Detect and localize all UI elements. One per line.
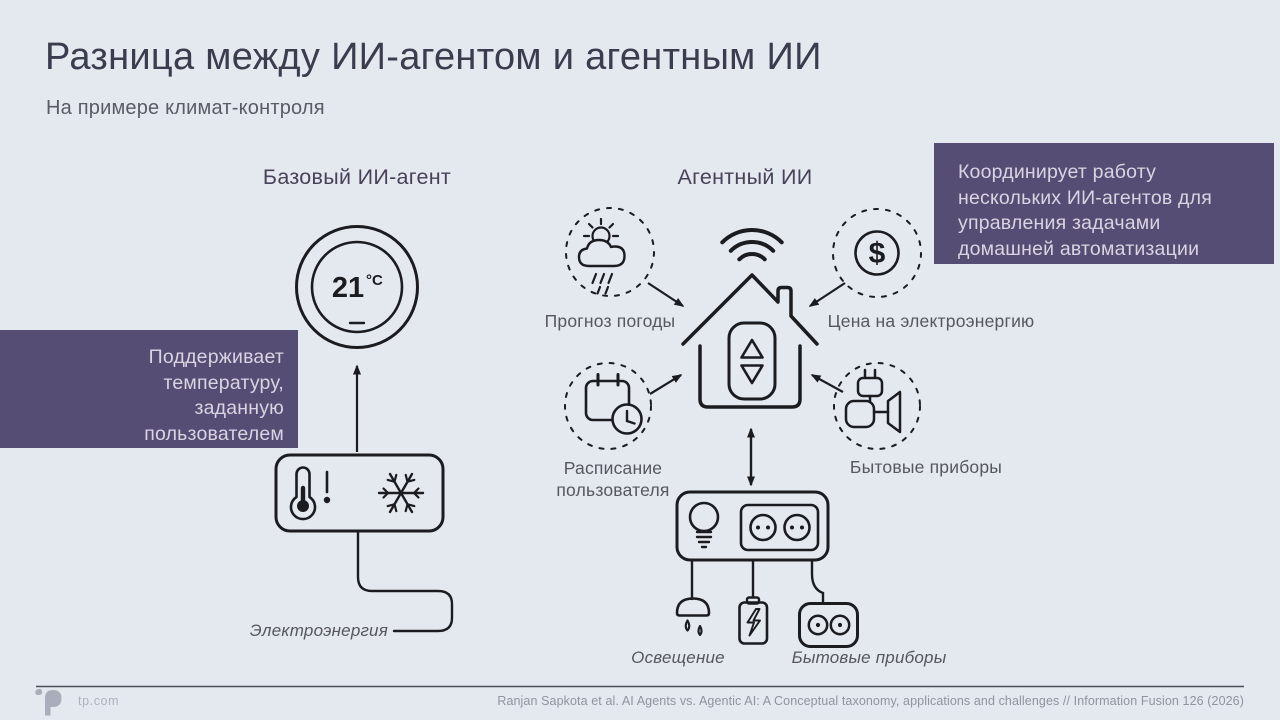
arrow-weather-to-house [647, 282, 685, 307]
bulb-icon [688, 501, 720, 549]
label-weather-forecast: Прогноз погоды [544, 311, 676, 331]
house-control-pad-icon [727, 321, 777, 401]
page-title: Разница между ИИ-агентом и агентным ИИ [45, 36, 822, 78]
thermostat-value: 21 [332, 272, 364, 304]
lamp-icon [675, 597, 711, 637]
label-electricity-price: Цена на электроэнергию [827, 311, 1035, 331]
label-electricity: Электроэнергия [249, 621, 388, 640]
thermostat-unit: °C [366, 272, 383, 289]
cloud-icon [577, 238, 626, 268]
device-wires [690, 558, 825, 605]
label-lighting: Освещение [631, 648, 725, 667]
rain-icon [591, 272, 614, 295]
outlet-panel-icon [739, 503, 820, 552]
label-appliances: Бытовые приборы [849, 457, 1003, 477]
callout-line: управления задачами [958, 212, 1161, 234]
arrow-appliances-to-house [810, 374, 844, 393]
label-line: Расписание [563, 458, 663, 478]
callout-line: Поддерживает [148, 346, 284, 368]
snowflake-icon [377, 472, 425, 514]
footer-site-url: tp.com [78, 694, 120, 708]
page-subtitle: На примере климат-контроля [46, 97, 325, 119]
callout-agentic-ai: Координирует работу нескольких ИИ-агенто… [934, 143, 1274, 264]
electricity-wire [356, 529, 454, 633]
smart-house-icon [681, 273, 819, 409]
electricity-price-icon: $ [832, 208, 922, 298]
appliances-plug-icon [833, 362, 921, 450]
appliance-box-icon [798, 602, 859, 648]
callout-line: нескольких ИИ-агентов для [958, 186, 1212, 209]
callout-line: домашней автоматизации [958, 237, 1200, 260]
callout-line: температуру, [163, 371, 284, 394]
thermometer-icon [289, 466, 331, 521]
footer-citation: Ranjan Sapkota et al. AI Agents vs. Agen… [497, 694, 1244, 708]
callout-line: Координирует работу [958, 161, 1157, 183]
tp-logo-icon [35, 688, 62, 716]
user-schedule-icon [564, 362, 652, 450]
label-appliances-bottom: Бытовые приборы [791, 648, 947, 667]
power-strip-icon [675, 490, 830, 562]
left-column-header: Базовый ИИ-агент [262, 165, 452, 189]
arrow-price-to-house [808, 282, 846, 307]
right-column-header: Агентный ИИ [677, 165, 813, 189]
label-line: пользователя [556, 480, 670, 500]
callout-basic-agent: Поддерживает температуру, заданную польз… [0, 330, 298, 448]
heat-cool-unit-icon [274, 453, 445, 533]
wifi-icon [720, 228, 784, 262]
arrow-schedule-to-house [649, 374, 683, 395]
weather-forecast-icon [565, 207, 655, 297]
callout-line: заданную [194, 397, 284, 419]
thermostat-icon: 21 °C [295, 225, 419, 349]
label-user-schedule: Расписание пользователя [533, 457, 693, 501]
callout-line: пользователем [144, 422, 284, 445]
battery-icon [738, 596, 769, 645]
dollar-icon: $ [869, 237, 886, 270]
